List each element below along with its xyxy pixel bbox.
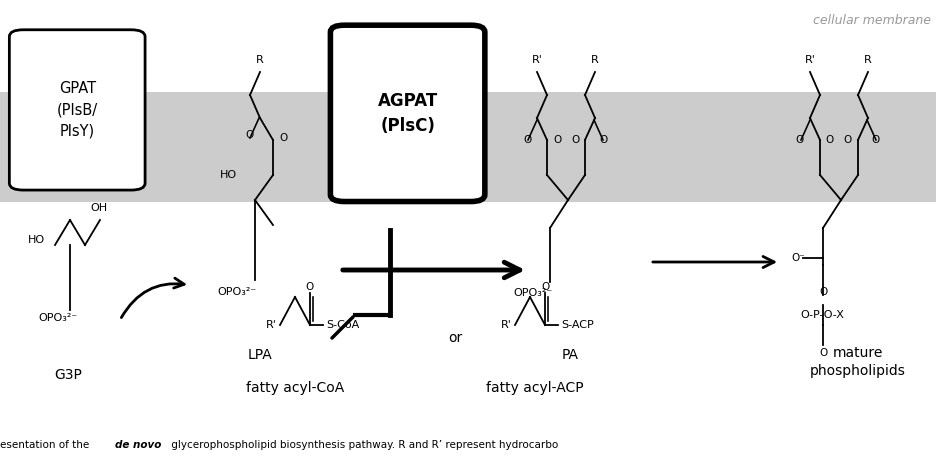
Text: LPA: LPA [248, 348, 272, 362]
Text: R': R' [266, 320, 277, 330]
Text: R': R' [501, 320, 512, 330]
Text: or: or [447, 331, 462, 345]
Text: O: O [819, 348, 827, 358]
Text: fatty acyl-ACP: fatty acyl-ACP [486, 381, 584, 395]
Text: R: R [592, 55, 599, 65]
Text: O: O [871, 135, 880, 145]
Text: OH: OH [90, 203, 107, 213]
Text: S-CoA: S-CoA [326, 320, 359, 330]
Text: GPAT
(PlsB/
PlsY): GPAT (PlsB/ PlsY) [57, 82, 97, 138]
Text: O: O [844, 135, 852, 145]
Text: glycerophospholipid biosynthesis pathway. R and R’ represent hydrocarbo: glycerophospholipid biosynthesis pathway… [168, 440, 558, 450]
FancyBboxPatch shape [330, 25, 485, 202]
Text: mature
phospholipids: mature phospholipids [810, 346, 906, 378]
Text: O: O [245, 130, 253, 140]
Text: AGPAT
(PlsC): AGPAT (PlsC) [377, 92, 438, 135]
Text: R': R' [805, 55, 815, 65]
Text: O: O [306, 282, 314, 292]
Text: R: R [256, 55, 264, 65]
Text: O-P-O-X: O-P-O-X [800, 310, 844, 320]
Text: esentation of the: esentation of the [0, 440, 93, 450]
Text: OPO₃²⁻: OPO₃²⁻ [38, 313, 78, 323]
Text: O: O [523, 135, 531, 145]
Text: PA: PA [562, 348, 578, 362]
Text: OPO₃²⁻: OPO₃²⁻ [217, 287, 256, 297]
Text: O: O [553, 135, 561, 145]
Text: O⁻: O⁻ [791, 253, 805, 263]
Text: cellular membrane: cellular membrane [813, 14, 931, 27]
Text: O: O [599, 135, 607, 145]
Text: R': R' [532, 55, 543, 65]
Text: G3P: G3P [54, 368, 82, 382]
Text: O: O [826, 135, 834, 145]
Text: de novo: de novo [115, 440, 161, 450]
Text: O: O [796, 135, 804, 145]
Text: O: O [819, 287, 827, 297]
Text: O: O [571, 135, 579, 145]
Text: HO: HO [220, 170, 237, 180]
Text: O: O [541, 282, 549, 292]
Bar [0, 92, 936, 202]
Text: R: R [864, 55, 871, 65]
Text: HO: HO [28, 235, 45, 245]
Text: fatty acyl-CoA: fatty acyl-CoA [246, 381, 344, 395]
Text: S-ACP: S-ACP [561, 320, 593, 330]
FancyBboxPatch shape [9, 30, 145, 190]
Text: OPO₃²⁻: OPO₃²⁻ [513, 288, 552, 298]
Text: O: O [279, 133, 287, 143]
